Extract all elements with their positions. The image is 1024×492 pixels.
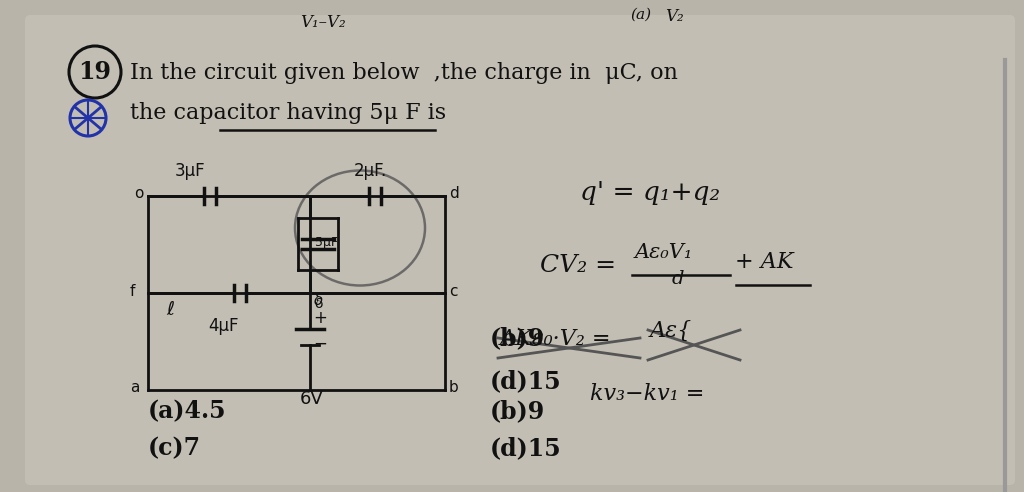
Text: 3μF: 3μF	[175, 162, 206, 180]
Text: 6V: 6V	[300, 390, 324, 408]
Text: (a): (a)	[630, 8, 651, 22]
Text: (a)4.5: (a)4.5	[148, 399, 226, 423]
Text: In the circuit given below  ,the charge in  μC, on: In the circuit given below ,the charge i…	[130, 62, 678, 84]
Text: −: −	[313, 335, 327, 353]
Text: o: o	[134, 186, 143, 202]
Text: (b)9: (b)9	[490, 326, 545, 350]
Text: (c)7: (c)7	[148, 436, 201, 460]
Text: (d)15: (d)15	[490, 436, 561, 460]
Text: 2μF.: 2μF.	[353, 162, 387, 180]
Text: CV₂ =: CV₂ =	[540, 254, 616, 277]
Text: q' = q₁+q₂: q' = q₁+q₂	[580, 180, 720, 205]
Text: 19: 19	[79, 60, 112, 84]
Text: b: b	[449, 380, 459, 396]
Text: δ: δ	[314, 293, 324, 308]
Text: c: c	[449, 283, 458, 299]
Text: d: d	[449, 186, 459, 202]
Text: δ: δ	[314, 297, 323, 311]
Text: +: +	[313, 309, 327, 327]
Text: 5μF: 5μF	[315, 236, 338, 249]
Text: (b)9: (b)9	[490, 399, 545, 423]
Text: f: f	[130, 283, 135, 299]
Text: d: d	[672, 270, 684, 288]
Text: V₁–V₂: V₁–V₂	[300, 14, 346, 31]
Text: AKε₀·V₂ =: AKε₀·V₂ =	[500, 328, 611, 350]
Text: 4μF: 4μF	[208, 317, 239, 335]
Text: V₂: V₂	[665, 8, 684, 25]
Text: Aε₀V₁: Aε₀V₁	[635, 243, 693, 262]
Text: Aε{: Aε{	[650, 320, 692, 342]
FancyBboxPatch shape	[25, 15, 1015, 485]
Text: kv₃−kv₁ =: kv₃−kv₁ =	[590, 383, 705, 405]
Text: + AK: + AK	[735, 251, 794, 273]
Text: a: a	[130, 380, 139, 396]
Text: the capacitor having 5μ F is: the capacitor having 5μ F is	[130, 102, 446, 124]
Text: ℓ: ℓ	[166, 300, 174, 319]
Text: (d)15: (d)15	[490, 369, 561, 393]
